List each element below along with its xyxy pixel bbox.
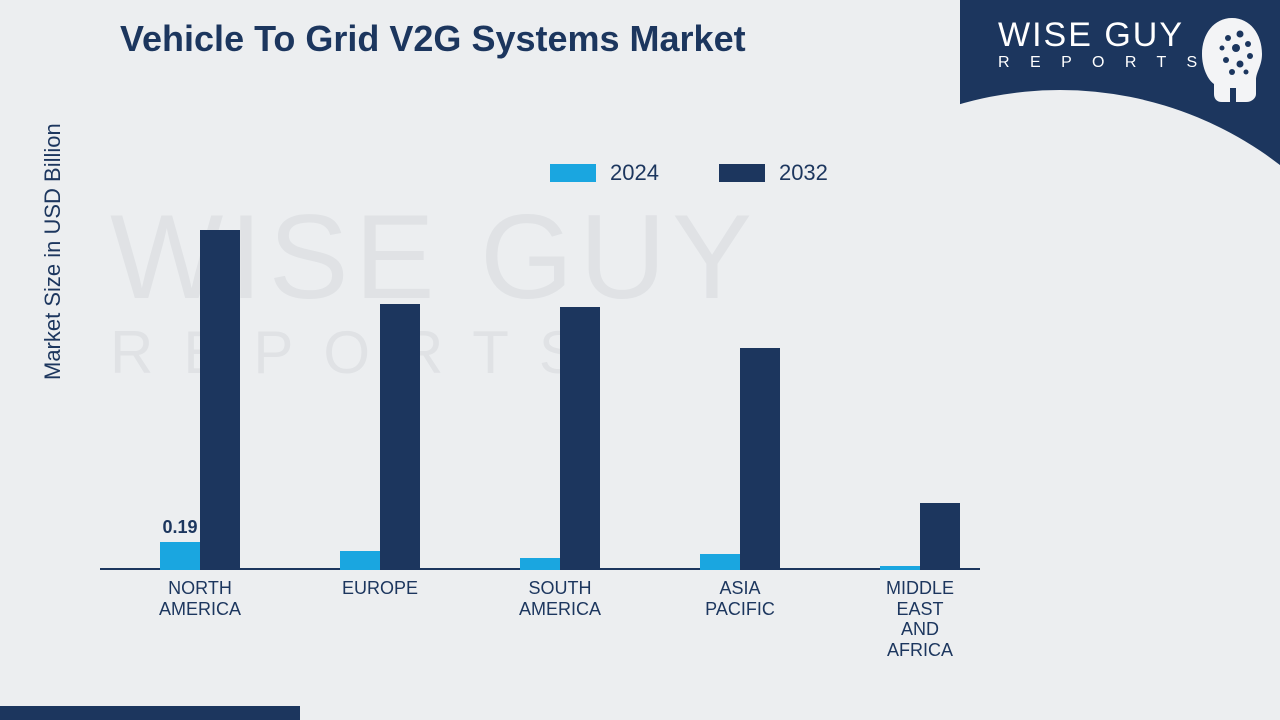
bar-2032 [200, 230, 240, 570]
bar-2024 [340, 551, 380, 570]
bar-group: EUROPE [300, 304, 460, 570]
brand-logo: WISE GUY R E P O R T S [998, 18, 1258, 72]
legend: 2024 2032 [550, 160, 828, 186]
brand-line2: R E P O R T S [998, 54, 1258, 72]
bar-group: NORTHAMERICA [120, 230, 280, 570]
plot-area: NORTHAMERICA0.19 EUROPESOUTHAMERICAASIAPA… [100, 200, 980, 570]
category-label: SOUTHAMERICA [490, 578, 630, 619]
bar-group: SOUTHAMERICA [480, 307, 640, 570]
bar-2032 [920, 503, 960, 570]
chart-canvas: WISE GUY R E P O R T S Vehicle To Grid V… [0, 0, 1280, 720]
legend-swatch-2032 [719, 164, 765, 182]
legend-item-2032: 2032 [719, 160, 828, 186]
bar-2032 [380, 304, 420, 570]
category-label: NORTHAMERICA [130, 578, 270, 619]
category-label: ASIAPACIFIC [670, 578, 810, 619]
category-label: EUROPE [310, 578, 450, 599]
chart-title: Vehicle To Grid V2G Systems Market [120, 18, 746, 60]
y-axis-label: Market Size in USD Billion [40, 123, 66, 380]
bar-2024 [520, 558, 560, 570]
data-label: 0.19 [162, 517, 197, 538]
bar-2024 [700, 554, 740, 570]
bar-2024 [160, 542, 200, 570]
bar-2024 [880, 566, 920, 570]
bottom-strip [0, 706, 300, 720]
legend-item-2024: 2024 [550, 160, 659, 186]
legend-swatch-2024 [550, 164, 596, 182]
category-label: MIDDLEEASTANDAFRICA [850, 578, 990, 661]
bar-group: MIDDLEEASTANDAFRICA [840, 503, 1000, 570]
bar-2032 [560, 307, 600, 570]
bar-group: ASIAPACIFIC [660, 348, 820, 570]
brand-line1: WISE GUY [998, 18, 1258, 52]
legend-label-2024: 2024 [610, 160, 659, 186]
legend-label-2032: 2032 [779, 160, 828, 186]
bar-2032 [740, 348, 780, 570]
